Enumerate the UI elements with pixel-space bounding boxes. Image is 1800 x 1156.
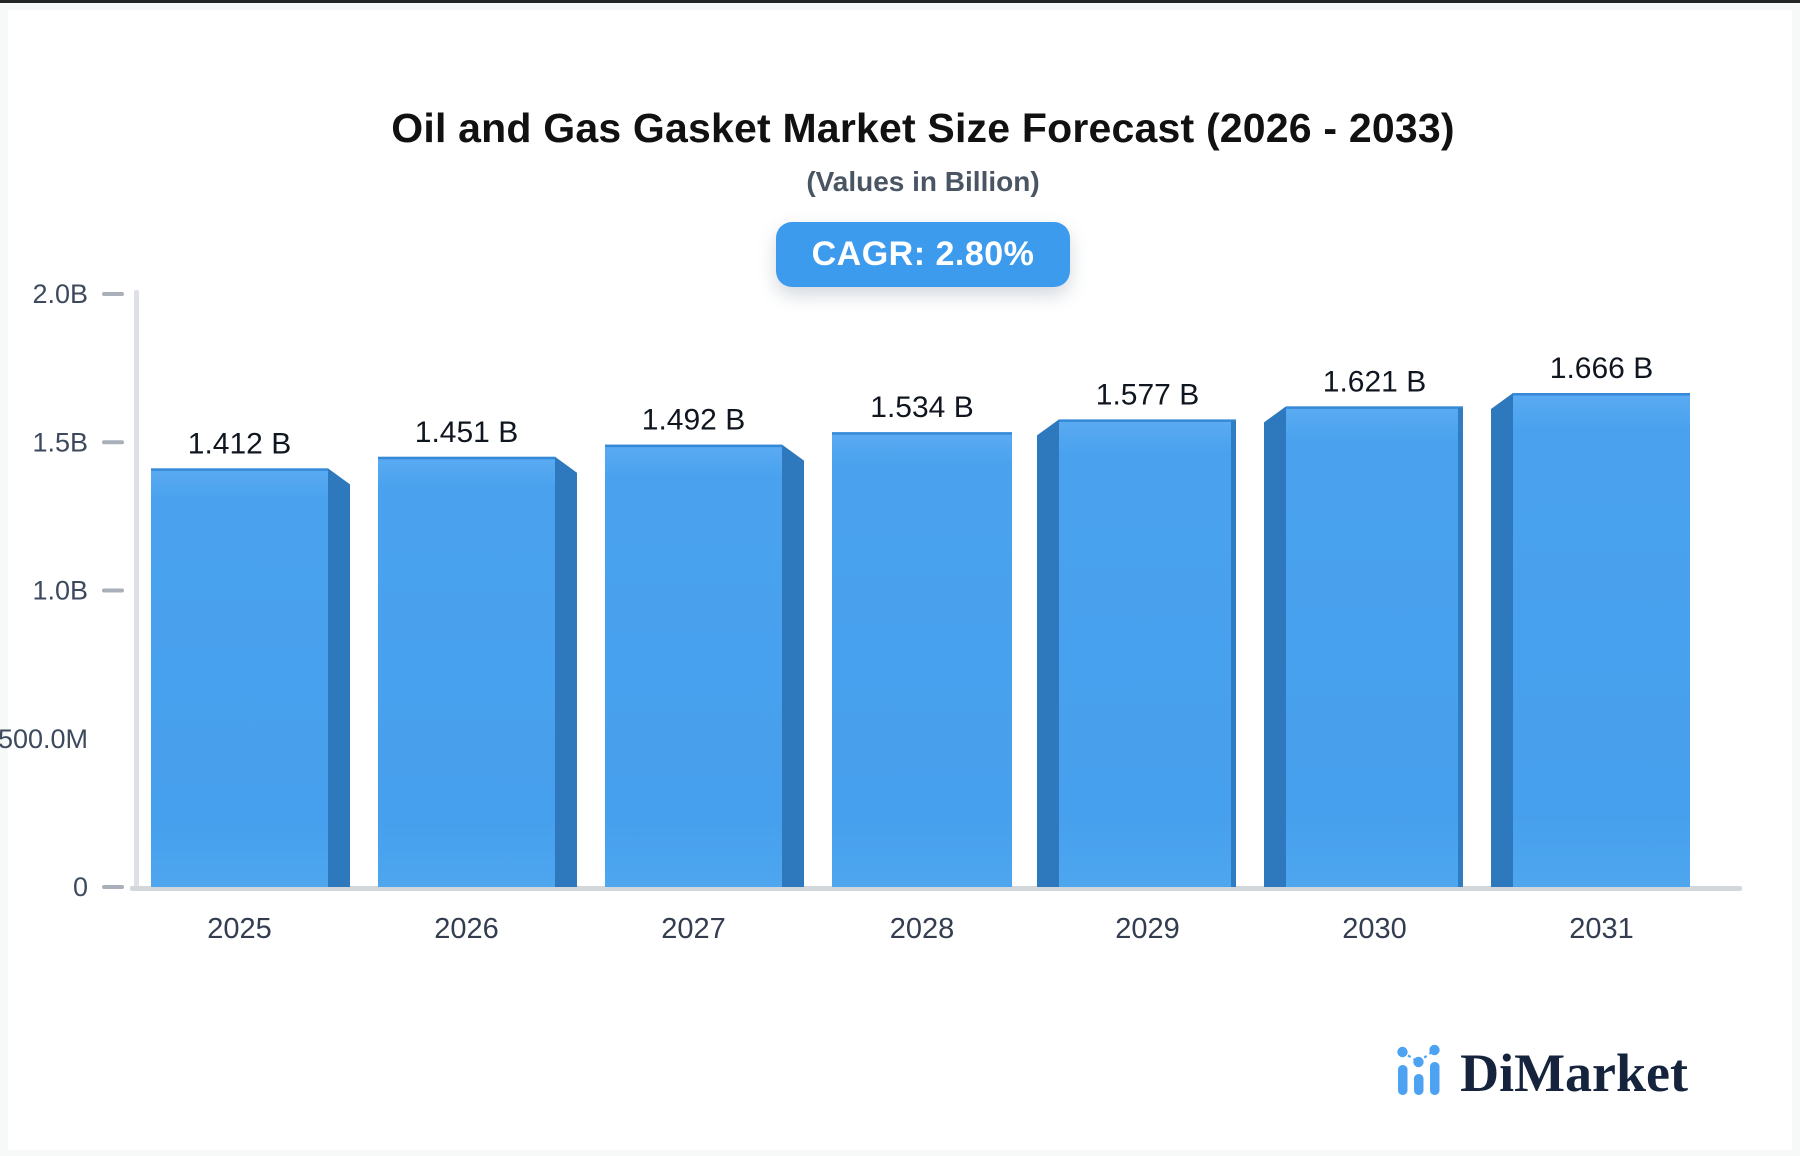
x-axis-label: 2026 <box>434 913 499 945</box>
bar-face <box>1513 393 1690 887</box>
y-tick-label: 500.0M <box>0 724 88 754</box>
bar-side-bevel <box>782 444 804 887</box>
x-axis-label: 2027 <box>661 913 726 945</box>
bar-face <box>1286 406 1463 887</box>
bar-value-label: 1.534 B <box>870 391 973 424</box>
bar-top-edge <box>1286 406 1463 409</box>
bar-face <box>605 444 782 887</box>
bar-value-label: 1.412 B <box>188 427 291 460</box>
bar-right-edge <box>1458 408 1463 887</box>
x-axis-label: 2031 <box>1569 913 1634 945</box>
brand-logo: DiMarket <box>1394 1039 1688 1100</box>
y-tick-dash <box>102 885 124 889</box>
y-tick-label: 1.5B <box>32 427 88 457</box>
x-axis-label: 2025 <box>207 913 272 945</box>
bar-side-bevel <box>1264 406 1286 887</box>
bar-side-bevel <box>555 456 577 887</box>
bar-value-label: 1.492 B <box>642 404 745 437</box>
labels-layer: 1.412 B 2025 1.451 B 2026 1.492 B 2027 1.534 B… <box>188 352 1653 945</box>
bar-top-edge <box>151 468 328 471</box>
chart-header: Oil and Gas Gasket Market Size Forecast … <box>46 104 1800 288</box>
bar-2028[interactable] <box>832 432 1012 887</box>
y-tick-dash <box>102 292 124 296</box>
bar-face <box>378 456 555 887</box>
bar-top-edge <box>605 444 782 448</box>
x-axis-label: 2030 <box>1342 913 1407 945</box>
y-tick-label: 2.0B <box>32 279 88 309</box>
bar-side-bevel <box>1037 419 1059 887</box>
chart-subtitle: (Values in Billion) <box>806 166 1040 198</box>
bar-2027[interactable] <box>605 444 804 887</box>
bar-face <box>151 468 328 887</box>
bar-top-edge <box>378 456 555 460</box>
y-tick-label: 1.0B <box>32 576 88 606</box>
bar-2029[interactable] <box>1037 419 1236 887</box>
y-tick-label: 0 <box>73 872 88 902</box>
bar-2025[interactable] <box>151 468 350 887</box>
bar-side-bevel <box>328 468 350 887</box>
logo-bars <box>1398 1062 1440 1095</box>
bar-2026[interactable] <box>378 456 577 887</box>
bar-top-edge <box>1059 419 1236 422</box>
logo-dots <box>1397 1044 1440 1068</box>
bar-2030[interactable] <box>1264 406 1463 887</box>
brand-name: DiMarket <box>1460 1043 1688 1103</box>
bars-layer <box>151 393 1690 887</box>
bar-right-edge <box>1231 421 1236 887</box>
y-tick-dash <box>102 588 124 593</box>
x-axis-baseline <box>130 886 1742 891</box>
chart-title: Oil and Gas Gasket Market Size Forecast … <box>391 105 1455 151</box>
bar-face <box>1059 419 1236 887</box>
bar-value-label: 1.451 B <box>415 416 518 449</box>
dimarket-logo-icon <box>1397 1044 1440 1095</box>
bar-value-label: 1.577 B <box>1096 378 1199 411</box>
bar-2031[interactable] <box>1491 393 1690 887</box>
bar-face <box>832 432 1012 887</box>
bar-top-edge <box>832 432 1012 435</box>
y-tick-dash <box>102 440 124 445</box>
window-top-edge <box>0 0 1800 3</box>
y-axis-line <box>134 290 139 887</box>
bar-value-label: 1.621 B <box>1323 365 1426 398</box>
x-axis-label: 2028 <box>890 913 955 945</box>
bar-side-bevel <box>1491 393 1513 887</box>
axis-layer: 2.0B 1.5B 1.0B 500.0M 0 <box>0 279 1742 902</box>
bar-top-edge <box>1513 393 1690 396</box>
x-axis-label: 2029 <box>1115 913 1180 945</box>
bar-value-label: 1.666 B <box>1550 352 1653 385</box>
cagr-badge: CAGR: 2.80% <box>775 222 1071 288</box>
